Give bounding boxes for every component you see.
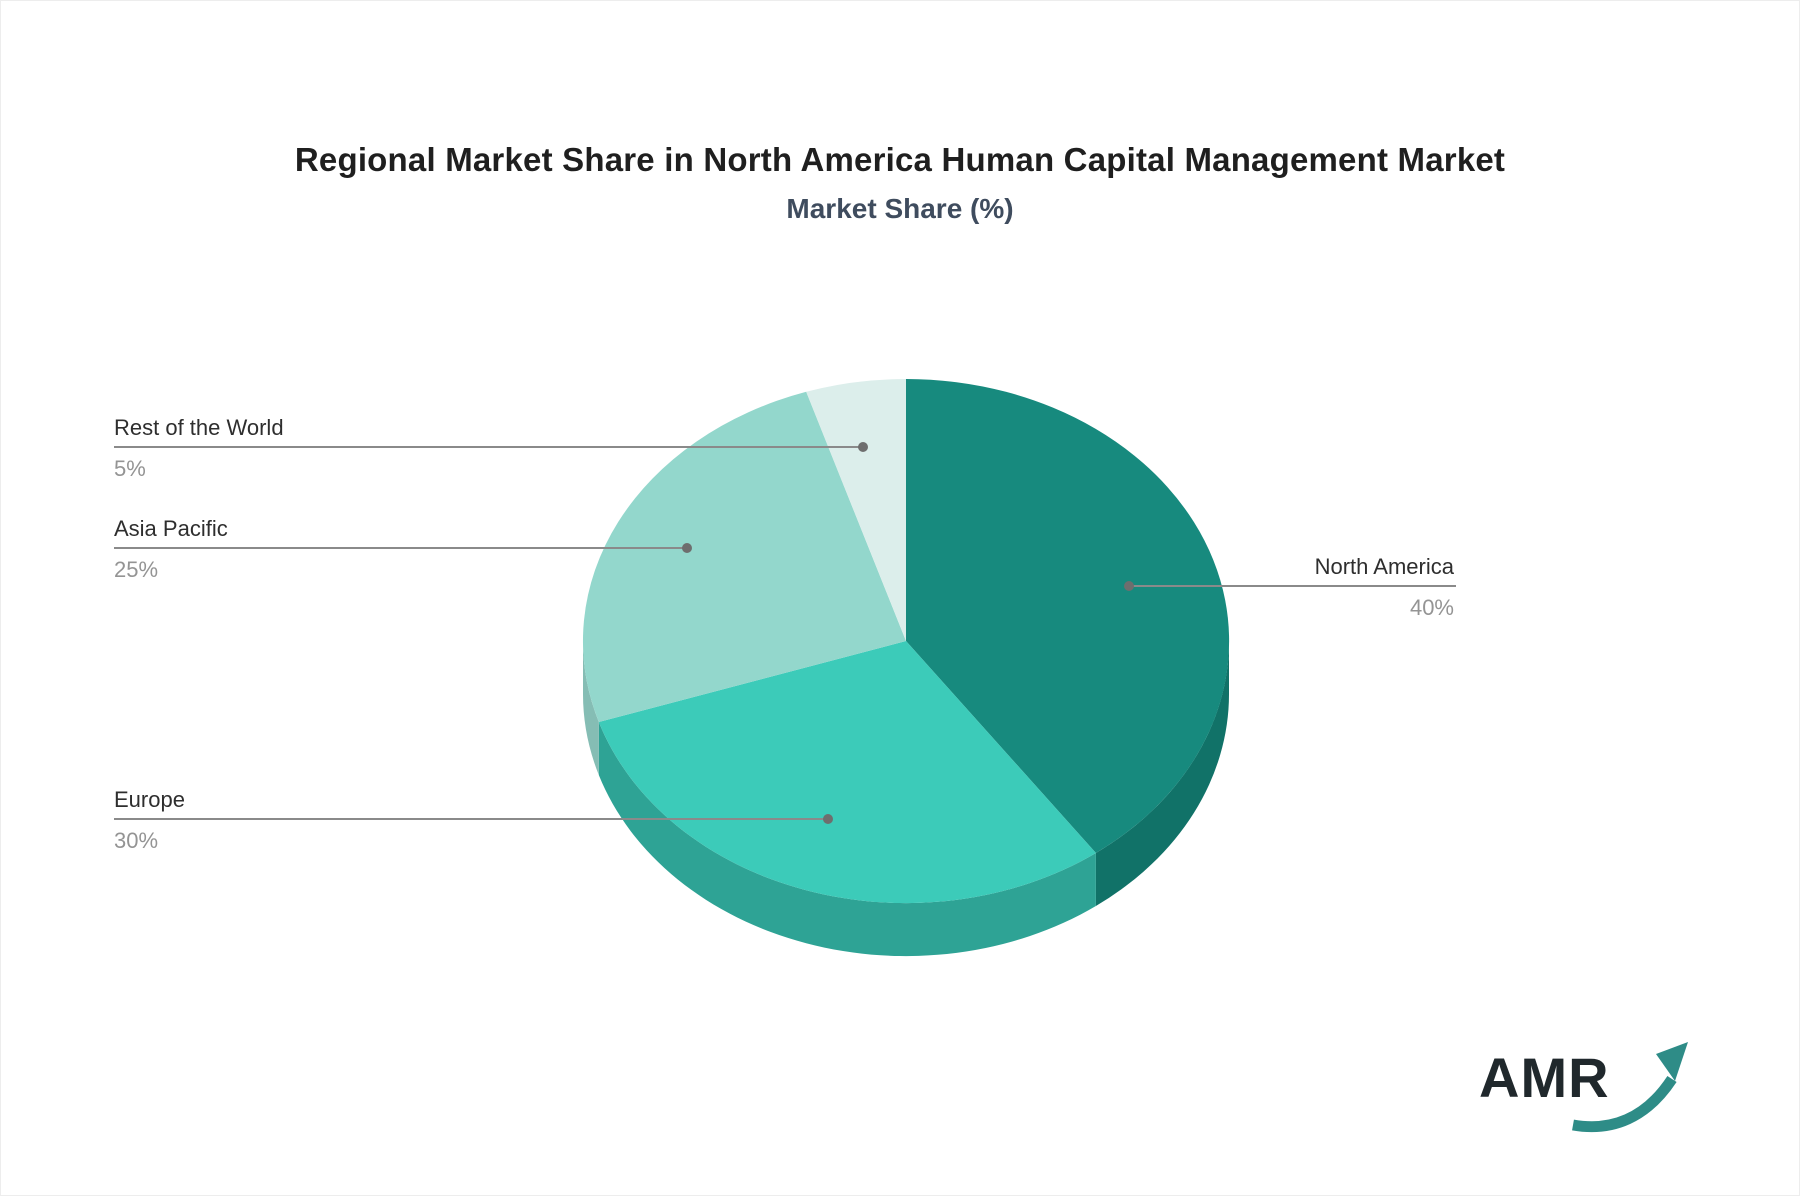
growth-arrow-icon (1572, 1042, 1688, 1133)
pie-slice-north-america[interactable] (906, 378, 1230, 853)
pie-slice-side-asia-pacific (583, 641, 599, 775)
pie-slice-asia-pacific[interactable] (582, 391, 906, 722)
pie-slice-side-north-america (1095, 641, 1229, 906)
callout-dot-asia-pacific (682, 543, 692, 553)
callout-dot-north-america (1124, 581, 1134, 591)
chart-subtitle: Market Share (%) (786, 193, 1014, 224)
pie-slice-europe[interactable] (598, 641, 1096, 904)
region-value: 40% (1409, 595, 1454, 620)
region-value: 5% (114, 456, 146, 481)
pie-slice-side-europe (598, 722, 1096, 957)
region-label: Rest of the World (114, 415, 284, 440)
callout-north-america: North America 40% (1315, 554, 1454, 621)
chart-title: Regional Market Share in North America H… (294, 141, 1506, 178)
region-value: 25% (114, 557, 159, 582)
callout-dot-europe (823, 814, 833, 824)
region-label: Asia Pacific (114, 516, 228, 541)
amr-logo: AMR (1479, 1037, 1689, 1147)
amr-logo-text: AMR (1479, 1046, 1610, 1109)
region-label: North America (1314, 554, 1454, 579)
pie-slice-rest-of-the-world[interactable] (806, 379, 906, 641)
callout-dot-rest-of-the-world (858, 442, 868, 452)
callout-asia-pacific: Asia Pacific 25% (114, 516, 228, 583)
callout-europe: Europe 30% (114, 787, 185, 854)
region-label: Europe (114, 787, 185, 812)
region-value: 30% (114, 828, 159, 853)
callout-rest-of-the-world: Rest of the World 5% (114, 415, 284, 482)
